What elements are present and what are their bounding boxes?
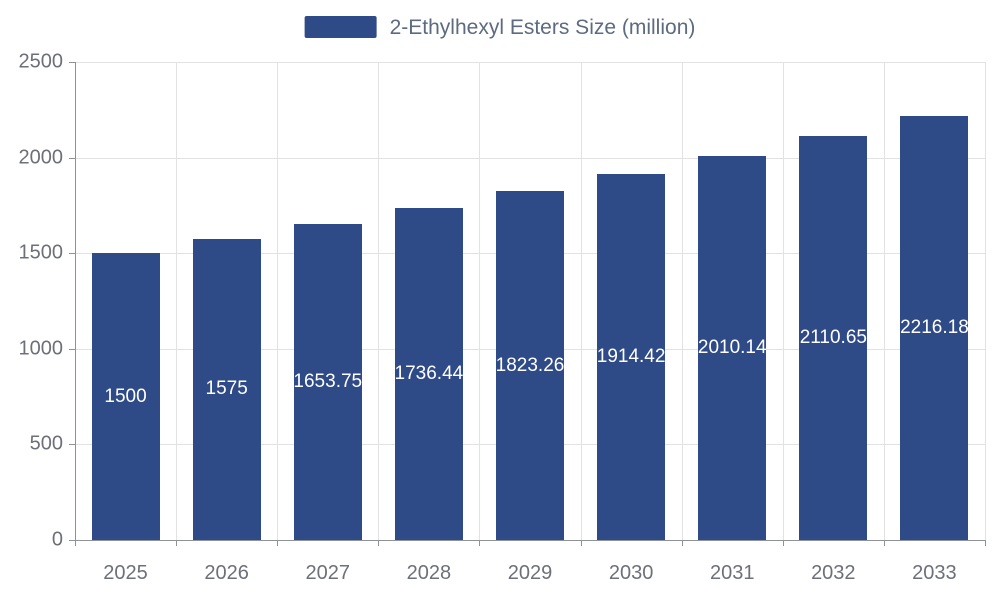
bar-2030: 1914.42: [596, 173, 666, 540]
bar-2033: 2216.18: [900, 116, 969, 540]
x-axis-tick-label: 2033: [912, 562, 957, 584]
x-axis-tick: [176, 540, 178, 546]
gridline-vertical: [985, 62, 986, 540]
bar-2029: 1823.26: [496, 191, 564, 540]
y-axis-tick: [69, 62, 75, 63]
bar-value-label: 1823.26: [495, 354, 565, 376]
gridline-horizontal: [75, 157, 985, 159]
x-axis-tick: [75, 540, 76, 546]
x-axis-tick-label: 2028: [406, 562, 452, 584]
bar-value-label: 2010.14: [697, 336, 767, 358]
gridline-vertical: [580, 62, 582, 540]
bar-2031: 2010.14: [697, 155, 767, 540]
y-axis-tick: [69, 444, 75, 446]
legend-label: 2-Ethylhexyl Esters Size (million): [389, 15, 696, 39]
bar-value-label: 2110.65: [799, 327, 867, 349]
y-axis-tick-label: 2500: [18, 50, 64, 73]
bar-value-label: 1653.75: [293, 370, 363, 392]
bar-value-label: 1575: [205, 378, 248, 400]
gridline-vertical: [782, 62, 784, 540]
bar-2028: 1736.44: [394, 207, 464, 540]
y-axis-tick-label: 500: [29, 432, 63, 455]
y-axis-tick: [69, 348, 75, 350]
gridline-vertical: [176, 62, 178, 540]
gridline-vertical: [681, 62, 683, 540]
x-axis-tick-label: 2030: [608, 562, 654, 584]
bar-2025: 1500: [91, 253, 160, 540]
x-axis-tick-label: 2031: [709, 562, 755, 584]
bar-value-label: 2216.18: [900, 317, 969, 339]
bar-value-label: 1914.42: [596, 345, 666, 367]
gridline-horizontal: [75, 62, 985, 63]
y-axis-tick: [69, 253, 75, 255]
x-axis-tick: [580, 540, 582, 546]
x-axis-tick-label: 2025: [103, 562, 148, 584]
x-axis-tick: [782, 540, 784, 546]
gridline-vertical: [883, 62, 885, 540]
y-axis-tick: [69, 157, 75, 159]
bar-2027: 1653.75: [293, 223, 363, 540]
bar-2026: 1575: [192, 238, 261, 540]
x-axis-tick: [883, 540, 885, 546]
gridline-vertical: [479, 62, 481, 540]
x-axis-tick-label: 2032: [811, 562, 856, 584]
x-axis-tick: [277, 540, 279, 546]
y-axis-tick: [69, 540, 75, 541]
y-axis-tick-label: 1000: [18, 337, 64, 360]
x-axis-tick: [378, 540, 380, 546]
x-axis-line: [75, 540, 986, 541]
x-axis-tick: [985, 540, 986, 546]
y-axis-tick-label: 0: [51, 528, 63, 551]
x-axis-tick-label: 2029: [507, 562, 553, 584]
y-axis-line: [75, 62, 76, 540]
x-axis-tick: [681, 540, 683, 546]
x-axis-tick: [479, 540, 481, 546]
y-axis-tick-label: 1500: [18, 241, 64, 264]
bar-2032: 2110.65: [799, 136, 868, 540]
gridline-vertical: [277, 62, 279, 540]
bar-value-label: 1736.44: [394, 362, 464, 384]
legend-swatch: [304, 16, 377, 38]
legend[interactable]: 2-Ethylhexyl Esters Size (million): [304, 15, 696, 39]
bar-value-label: 1500: [104, 385, 147, 407]
x-axis-tick-label: 2026: [204, 562, 249, 584]
y-axis-tick-label: 2000: [18, 146, 64, 169]
x-axis-tick-label: 2027: [305, 562, 351, 584]
gridline-vertical: [378, 62, 380, 540]
